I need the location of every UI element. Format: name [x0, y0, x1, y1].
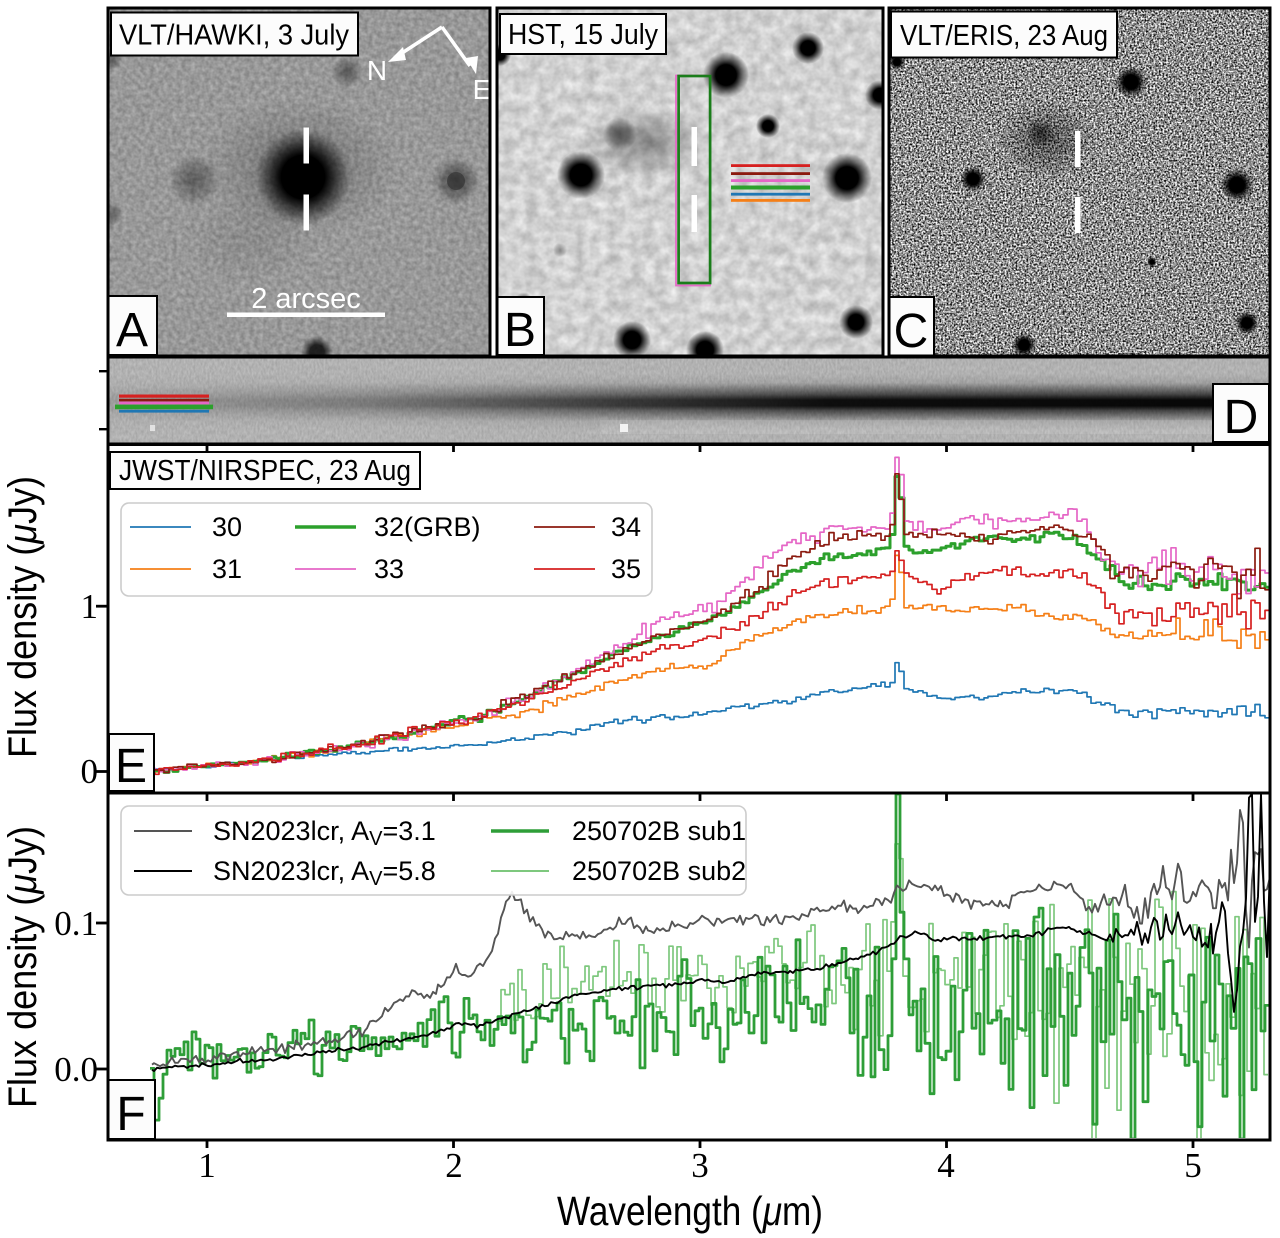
- svg-text:1: 1: [81, 587, 99, 626]
- svg-text:0.0: 0.0: [54, 1050, 98, 1089]
- svg-text:5: 5: [1184, 1146, 1202, 1185]
- svg-text:F: F: [116, 1088, 145, 1141]
- svg-text:C: C: [894, 305, 929, 358]
- svg-text:SN2023lcr, AV=3.1: SN2023lcr, AV=3.1: [213, 816, 436, 850]
- svg-text:250702B sub2: 250702B sub2: [572, 856, 746, 886]
- svg-text:N: N: [367, 55, 387, 86]
- svg-text:E: E: [115, 740, 147, 793]
- svg-text:A: A: [116, 304, 148, 357]
- svg-text:Wavelength (μm): Wavelength (μm): [557, 1188, 823, 1234]
- svg-text:250702B sub1: 250702B sub1: [572, 816, 746, 846]
- svg-text:SN2023lcr, AV=5.8: SN2023lcr, AV=5.8: [213, 856, 436, 890]
- svg-text:Flux density (μJy): Flux density (μJy): [1, 476, 45, 758]
- svg-text:E: E: [473, 74, 492, 105]
- svg-text:35: 35: [611, 554, 641, 584]
- svg-text:34: 34: [611, 512, 641, 542]
- svg-text:B: B: [504, 304, 536, 357]
- svg-text:32(GRB): 32(GRB): [374, 512, 481, 542]
- svg-text:Flux density (μJy): Flux density (μJy): [1, 826, 45, 1108]
- svg-text:0.1: 0.1: [54, 904, 98, 943]
- svg-text:30: 30: [212, 512, 242, 542]
- svg-text:2 arcsec: 2 arcsec: [251, 283, 361, 315]
- svg-text:JWST/NIRSPEC, 23 Aug: JWST/NIRSPEC, 23 Aug: [119, 455, 411, 487]
- svg-text:1: 1: [198, 1146, 216, 1185]
- svg-text:3: 3: [691, 1146, 709, 1185]
- svg-text:HST, 15 July: HST, 15 July: [508, 19, 658, 51]
- svg-text:31: 31: [212, 554, 242, 584]
- svg-text:2: 2: [445, 1146, 463, 1185]
- svg-text:VLT/HAWKI, 3 July: VLT/HAWKI, 3 July: [119, 20, 349, 52]
- svg-text:D: D: [1224, 391, 1259, 444]
- svg-text:VLT/ERIS, 23 Aug: VLT/ERIS, 23 Aug: [900, 20, 1108, 52]
- svg-text:4: 4: [937, 1146, 955, 1185]
- svg-text:33: 33: [374, 554, 404, 584]
- svg-text:0: 0: [81, 752, 99, 791]
